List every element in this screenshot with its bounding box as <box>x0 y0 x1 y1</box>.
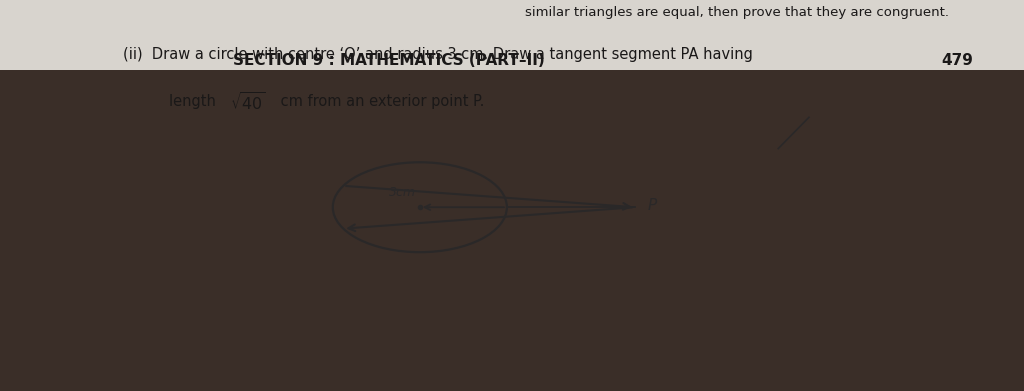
Text: cm from an exterior point P.: cm from an exterior point P. <box>276 94 484 109</box>
Bar <box>0 70 1024 391</box>
Text: $\sqrt{40}$: $\sqrt{40}$ <box>230 92 266 114</box>
Text: SECTION 9 : MATHEMATICS (PART–II): SECTION 9 : MATHEMATICS (PART–II) <box>233 53 545 68</box>
Text: 3cm: 3cm <box>389 186 416 199</box>
Bar <box>0 0 1024 70</box>
Text: (ii)  Draw a circle with centre ‘O’ and radius 3 cm. Draw a tangent segment PA h: (ii) Draw a circle with centre ‘O’ and r… <box>123 47 753 62</box>
Text: length: length <box>169 94 220 109</box>
Text: similar triangles are equal, then prove that they are congruent.: similar triangles are equal, then prove … <box>525 6 949 19</box>
Text: 479: 479 <box>941 53 973 68</box>
Text: P: P <box>647 198 656 213</box>
